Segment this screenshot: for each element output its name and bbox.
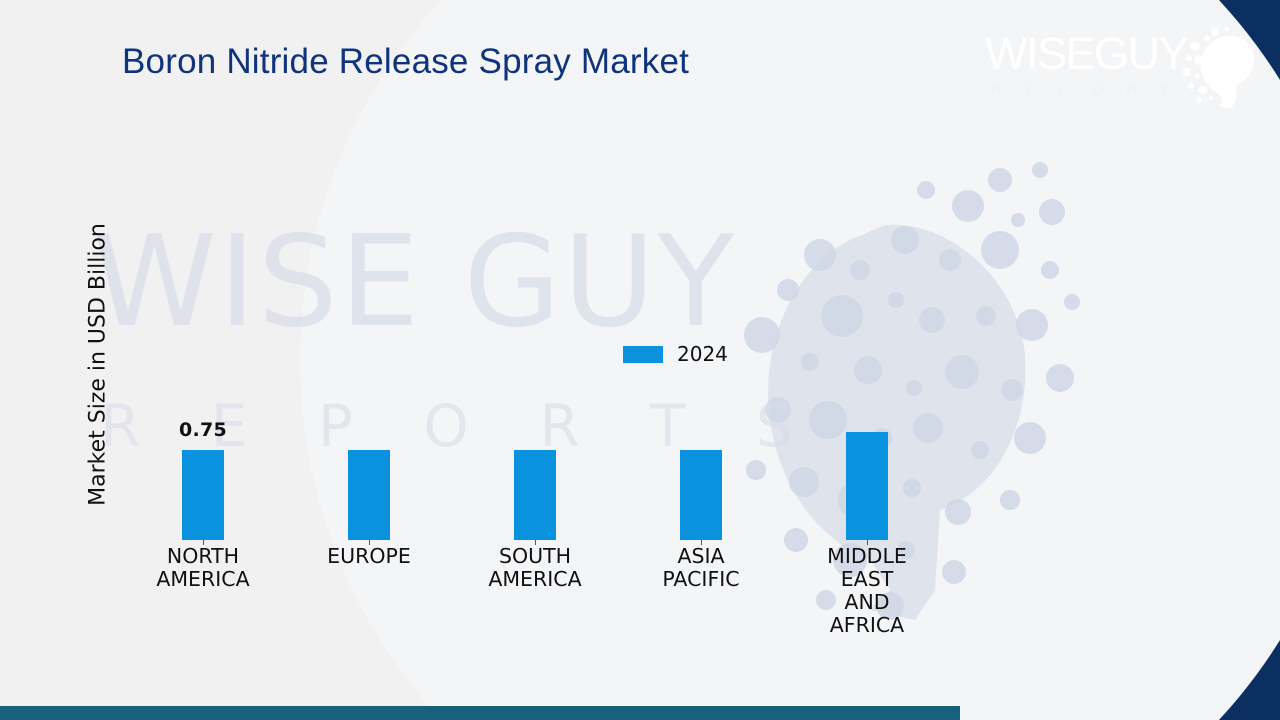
x-axis-label-line: ASIA: [677, 544, 725, 568]
dotted-head-profile-icon: [1181, 24, 1273, 116]
bar-rect[interactable]: [514, 450, 556, 540]
x-axis-label-2: SOUTH AMERICA: [460, 545, 610, 591]
logo-subtitle: R E P O R T S: [991, 82, 1212, 99]
bar-1[interactable]: [348, 450, 390, 545]
x-axis-label-0: NORTH AMERICA: [128, 545, 278, 591]
bar-rect[interactable]: [846, 432, 888, 540]
brand-logo: WISEGUY R E P O R T S: [985, 26, 1260, 113]
x-axis-label-1: EUROPE: [294, 545, 444, 568]
x-axis-label-line: MIDDLE: [827, 544, 907, 568]
x-axis-label-4: MIDDLE EAST AND AFRICA: [792, 545, 942, 637]
legend-label-0: 2024: [677, 342, 728, 366]
x-axis-labels: NORTH AMERICA EUROPE SOUTH AMERICA ASIA PACIFI…: [120, 545, 950, 655]
bar-4[interactable]: [846, 432, 888, 545]
x-axis-label-line: EAST: [840, 567, 894, 591]
x-axis-tick: [701, 540, 702, 545]
bar-2[interactable]: [514, 450, 556, 545]
x-axis-label-line: NORTH: [166, 544, 240, 568]
x-axis-label-line: EUROPE: [327, 544, 411, 568]
chart-legend: 2024: [623, 342, 728, 366]
x-axis-tick: [535, 540, 536, 545]
logo-wordmark: WISEGUY: [985, 28, 1189, 79]
x-axis-label-line: PACIFIC: [662, 567, 740, 591]
x-axis-label-3: ASIA PACIFIC: [626, 545, 776, 591]
x-axis-label-line: AFRICA: [829, 613, 905, 637]
legend-swatch-0: [623, 345, 663, 363]
bar-rect[interactable]: [182, 450, 224, 540]
y-axis-title: Market Size in USD Billion: [85, 223, 111, 506]
bar-rect[interactable]: [348, 450, 390, 540]
x-axis-tick: [867, 540, 868, 545]
bar-0[interactable]: 0.75: [178, 419, 228, 545]
bar-rect[interactable]: [680, 450, 722, 540]
x-axis-tick: [369, 540, 370, 545]
x-axis-label-line: AMERICA: [488, 567, 582, 591]
page-title: Boron Nitride Release Spray Market: [122, 42, 690, 81]
bottom-accent-bar: [0, 706, 960, 720]
plot-area: 0.75: [120, 180, 950, 545]
x-axis-label-line: SOUTH: [498, 544, 572, 568]
x-axis-label-line: AND: [844, 590, 890, 614]
bar-3[interactable]: [680, 450, 722, 545]
x-axis-tick: [203, 540, 204, 545]
x-axis-label-line: AMERICA: [156, 567, 250, 591]
bar-value-label: 0.75: [178, 419, 228, 441]
